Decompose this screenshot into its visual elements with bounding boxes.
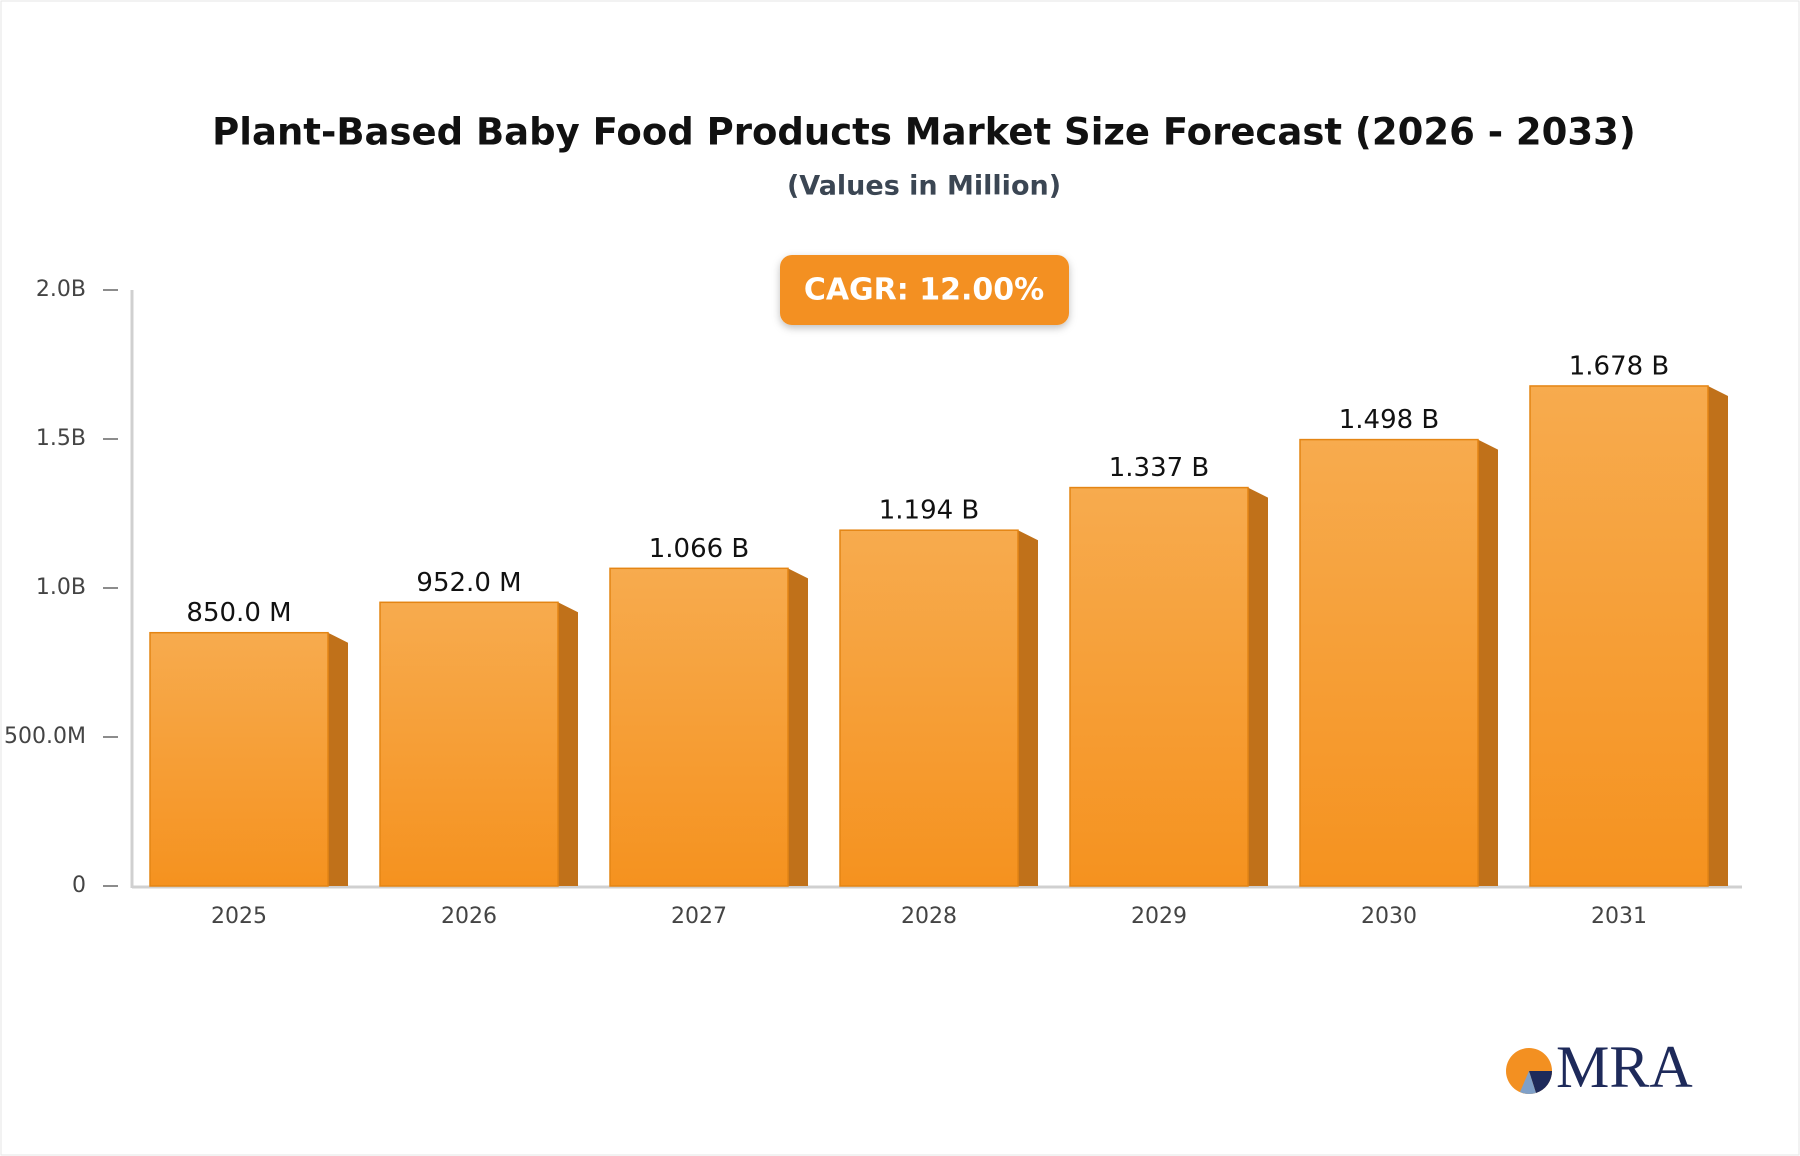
bar — [379, 601, 559, 887]
y-tick-label: 1.5B — [36, 426, 86, 451]
value-label: 1.678 B — [1569, 351, 1670, 381]
x-tick-label: 2030 — [1361, 904, 1417, 929]
value-label: 952.0 M — [416, 568, 521, 598]
chart-subtitle: (Values in Million) — [787, 171, 1061, 202]
x-tick-label: 2027 — [671, 904, 727, 929]
logo-slice — [1529, 1071, 1553, 1093]
value-label: 1.066 B — [649, 534, 750, 564]
bar — [149, 631, 329, 887]
x-tick-label: 2031 — [1591, 904, 1647, 929]
bar-side — [328, 632, 348, 886]
y-tick-label: 2.0B — [36, 277, 86, 302]
logo: MRA — [1506, 1034, 1693, 1100]
value-label: 850.0 M — [186, 598, 291, 628]
y-tick-label: 1.0B — [36, 575, 86, 600]
value-label: 1.498 B — [1339, 405, 1440, 435]
value-label: 1.194 B — [879, 496, 980, 526]
x-tick-label: 2029 — [1131, 904, 1187, 929]
bar — [609, 567, 789, 887]
bar-side — [1248, 487, 1268, 886]
logo-text: MRA — [1556, 1034, 1693, 1100]
bar-side — [1018, 530, 1038, 886]
x-tick-label: 2025 — [211, 904, 267, 929]
bar-side — [788, 568, 808, 886]
x-tick-label: 2026 — [441, 904, 497, 929]
y-tick-label: 500.0M — [4, 724, 86, 749]
bar-side — [558, 602, 578, 886]
bar — [839, 529, 1019, 887]
bar — [1299, 438, 1479, 887]
bar-side — [1708, 385, 1728, 886]
value-label: 1.337 B — [1109, 453, 1210, 483]
y-tick-label: 0 — [72, 873, 86, 898]
cagr-label: CAGR: 12.00% — [804, 273, 1044, 308]
logo-slice — [1520, 1071, 1536, 1094]
bar — [1069, 486, 1249, 887]
cagr-badge — [780, 255, 1069, 325]
chart-title: Plant-Based Baby Food Products Market Si… — [212, 111, 1636, 154]
bar — [1529, 385, 1709, 887]
bar-side — [1478, 439, 1498, 886]
x-tick-label: 2028 — [901, 904, 957, 929]
